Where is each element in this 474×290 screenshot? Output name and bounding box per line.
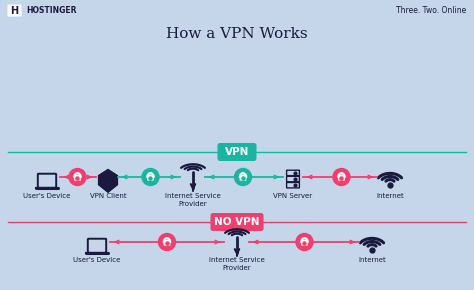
FancyBboxPatch shape: [8, 5, 21, 17]
Polygon shape: [99, 169, 118, 192]
FancyBboxPatch shape: [301, 240, 308, 246]
Text: Internet Service
Provider: Internet Service Provider: [165, 193, 221, 206]
Text: NO VPN: NO VPN: [214, 217, 260, 227]
FancyBboxPatch shape: [210, 213, 264, 231]
FancyBboxPatch shape: [147, 175, 154, 181]
FancyBboxPatch shape: [164, 240, 170, 246]
Text: VPN: VPN: [225, 147, 249, 157]
Text: Internet: Internet: [376, 193, 404, 199]
FancyBboxPatch shape: [240, 175, 246, 181]
Text: H: H: [10, 6, 18, 15]
FancyBboxPatch shape: [338, 175, 345, 181]
Text: Internet: Internet: [358, 257, 386, 263]
Text: HOSTINGER: HOSTINGER: [26, 6, 76, 15]
Circle shape: [333, 168, 350, 186]
FancyBboxPatch shape: [218, 143, 256, 161]
Circle shape: [142, 168, 159, 186]
Circle shape: [235, 168, 252, 186]
Text: VPN Server: VPN Server: [273, 193, 312, 199]
Circle shape: [69, 168, 86, 186]
Text: User's Device: User's Device: [73, 257, 121, 263]
Text: How a VPN Works: How a VPN Works: [166, 27, 308, 41]
Text: Three. Two. Online: Three. Two. Online: [396, 6, 466, 15]
FancyBboxPatch shape: [74, 175, 81, 181]
Text: VPN Client: VPN Client: [90, 193, 126, 199]
Circle shape: [158, 233, 175, 251]
Text: Internet Service
Provider: Internet Service Provider: [209, 257, 265, 271]
Text: User's Device: User's Device: [23, 193, 71, 199]
Circle shape: [296, 233, 313, 251]
